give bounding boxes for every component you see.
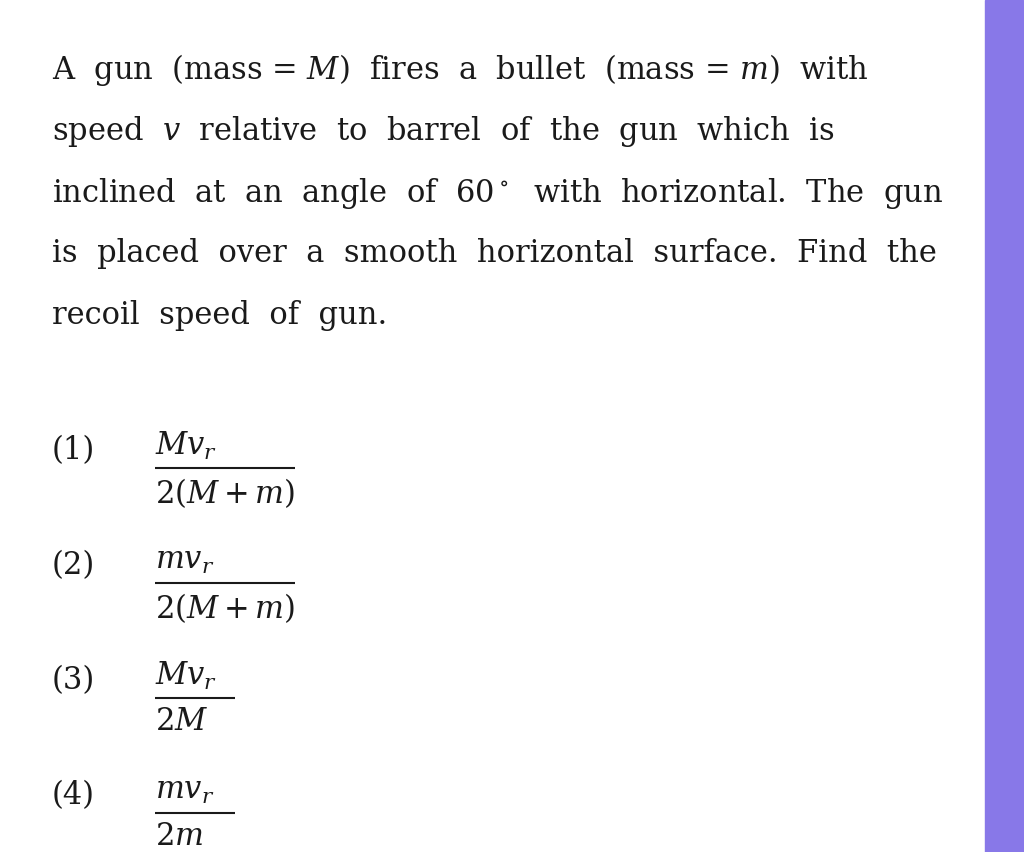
Text: (1): (1) — [52, 435, 95, 467]
Text: $2m$: $2m$ — [155, 821, 203, 852]
Text: is  placed  over  a  smooth  horizontal  surface.  Find  the: is placed over a smooth horizontal surfa… — [52, 238, 937, 269]
Text: (2): (2) — [52, 550, 95, 582]
Text: $Mv_r$: $Mv_r$ — [155, 660, 217, 692]
Text: recoil  speed  of  gun.: recoil speed of gun. — [52, 300, 387, 331]
Text: A  gun  (mass = $M$)  fires  a  bullet  (mass = $m$)  with: A gun (mass = $M$) fires a bullet (mass … — [52, 52, 868, 88]
Text: $mv_r$: $mv_r$ — [155, 775, 214, 806]
Text: $2M$: $2M$ — [155, 706, 208, 737]
Text: inclined  at  an  angle  of  60$^\circ$  with  horizontal.  The  gun: inclined at an angle of 60$^\circ$ with … — [52, 176, 943, 211]
Text: (4): (4) — [52, 780, 95, 811]
Text: $Mv_r$: $Mv_r$ — [155, 430, 217, 462]
Text: speed  $v$  relative  to  barrel  of  the  gun  which  is: speed $v$ relative to barrel of the gun … — [52, 114, 835, 149]
Text: $2(M+m)$: $2(M+m)$ — [155, 591, 295, 625]
Text: $mv_r$: $mv_r$ — [155, 545, 214, 576]
Text: $2(M+m)$: $2(M+m)$ — [155, 476, 295, 510]
Bar — [985, 0, 1023, 852]
Text: (3): (3) — [52, 665, 95, 696]
